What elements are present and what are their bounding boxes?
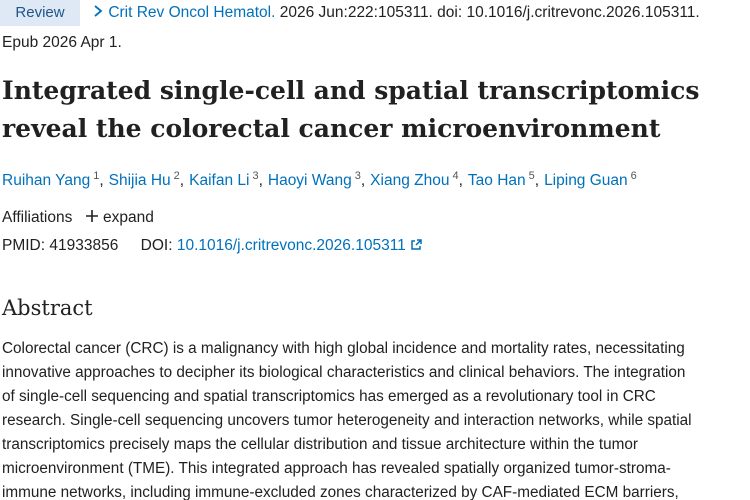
abstract-line: of single-cell sequencing and spatial tr… [2,388,656,405]
author-list: Ruihan Yang1Shijia Hu2Kaifan Li3Haoyi Wa… [2,170,637,190]
abstract-line: research. Single-cell sequencing uncover… [2,412,692,429]
author-link[interactable]: Ruihan Yang [2,172,91,190]
abstract-line: immune networks, including immune-exclud… [2,484,679,500]
citation: 2026 Jun:222:105311. doi: 10.1016/j.crit… [279,4,700,21]
abstract-line: microenvironment (TME). This integrated … [2,460,671,477]
author: Kaifan Li 3 [189,170,268,190]
abstract-heading: Abstract [2,296,93,320]
author-affiliation-number: 6 [630,170,637,182]
abstract-line: innovative approaches to decipher its bi… [2,364,686,381]
author: Liping Guan 6 [544,170,637,190]
journal-link[interactable]: Crit Rev Oncol Hematol. [108,4,276,21]
author-link[interactable]: Shijia Hu [108,172,171,190]
author-affiliation-number: 2 [173,170,180,182]
author: Xiang Zhou 4 [370,170,468,190]
author: Ruihan Yang 1 [2,170,109,190]
author: Shijia Hu 2 [108,170,189,190]
author: Tao Han 5 [467,170,544,190]
author-affiliation-number: 3 [252,170,259,182]
external-link-icon [411,239,422,250]
article-title: Integrated single-cell and spatial trans… [2,76,700,143]
affiliations-label: Affiliations [2,209,73,226]
chevron-icon [94,5,103,17]
plus-icon [85,210,98,222]
affiliations: Affiliations expand [2,209,154,227]
author-link[interactable]: Kaifan Li [189,172,250,190]
abstract-line: transcriptomics precisely maps the cellu… [2,436,638,453]
abstract-line: Colorectal cancer (CRC) is a malignancy … [2,340,685,357]
author-affiliation-number: 5 [528,170,535,182]
author-affiliation-number: 1 [93,170,100,182]
identifiers: PMID: 41933856 DOI: 10.1016/j.critrevonc… [2,237,422,255]
pmid: 41933856 [49,237,119,254]
author-link[interactable]: Haoyi Wang [267,172,352,190]
author-affiliation-number: 3 [354,170,361,182]
author-link[interactable]: Xiang Zhou [370,172,450,190]
citation-line: Crit Rev Oncol Hematol. 2026 Jun:222:105… [92,4,700,22]
badge: Review [0,0,80,26]
doi-label: DOI: [140,237,173,254]
author-affiliation-number: 4 [452,170,459,182]
expand-button[interactable]: expand [85,209,154,226]
author-link[interactable]: Liping Guan [544,172,628,190]
doi-link[interactable]: 10.1016/j.critrevonc.2026.105311 [176,237,406,254]
author: Haoyi Wang 3 [267,170,370,190]
epub: Epub 2026 Apr 1. [2,34,122,51]
author-link[interactable]: Tao Han [467,172,526,190]
expand-label: expand [103,209,154,226]
pmid-label: PMID: [2,237,46,254]
